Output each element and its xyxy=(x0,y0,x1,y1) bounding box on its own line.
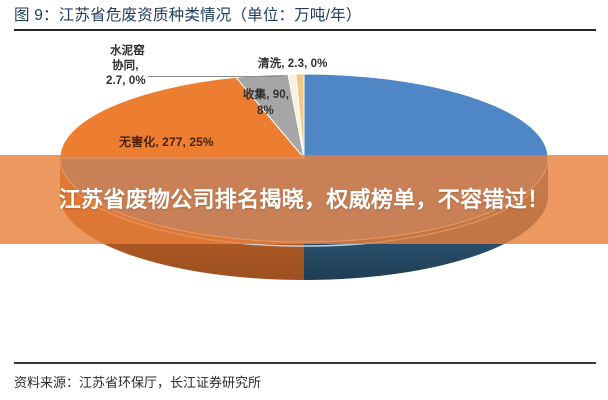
pie-slice-cement xyxy=(295,73,305,159)
promo-banner-text: 江苏省废物公司排名揭晓，权威榜单，不容错过！ xyxy=(58,187,550,212)
pie-label-wash: 清洗, 2.3, 0% xyxy=(258,58,328,70)
pie-label-cement-line2: 协同, xyxy=(112,60,139,72)
pie-label-harmless: 无害化, 277, 25% xyxy=(119,135,214,149)
pie-label-leader-line xyxy=(148,76,283,77)
pie-label-cement-line3: 2.7, 0% xyxy=(106,75,146,87)
source-note: 资料来源：江苏省环保厅，长江证券研究所 xyxy=(14,375,262,390)
pie-slice-side-utilize xyxy=(304,158,548,280)
title-divider xyxy=(14,29,596,31)
source-divider xyxy=(14,362,596,364)
pie-label-collect-line1: 收集, 90, xyxy=(243,89,290,101)
pie-label-collect-line2: 8% xyxy=(257,105,274,117)
pie-slice-harmless xyxy=(59,76,306,159)
pie-label-cement-line1: 水泥窑 xyxy=(110,45,145,57)
pie-label-cement: 水泥窑 协同, 2.7, 0% xyxy=(106,44,146,89)
pie-label-collect: 收集, 90, 8% xyxy=(243,87,289,119)
pie-slice-side-harmless xyxy=(60,158,304,280)
page-title: 图 9：江苏省危废资质种类情况（单位：万吨/年） xyxy=(14,7,362,24)
promo-banner: 江苏省废物公司排名揭晓，权威榜单，不容错过！ xyxy=(0,155,608,244)
